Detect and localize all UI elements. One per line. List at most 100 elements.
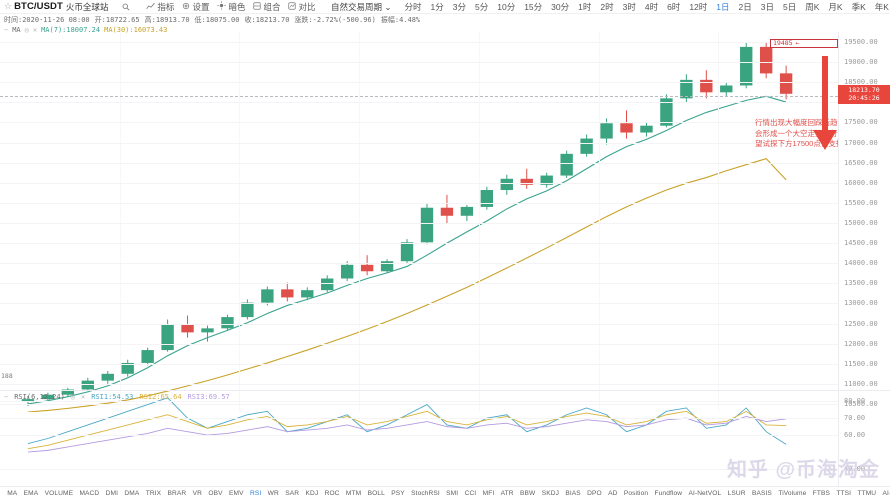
indicator-DMI[interactable]: DMI xyxy=(105,490,119,497)
rsi1-legend: RSI1:54.53 xyxy=(91,393,134,401)
star-icon[interactable]: ☆ xyxy=(4,1,13,11)
grid-line xyxy=(0,182,838,184)
indicator-AI-BSI[interactable]: AI-BSI xyxy=(882,490,890,497)
gear-icon xyxy=(182,2,190,12)
candlestick-plot[interactable]: 188 19485← 行情出现大幅度回踩后趋势将会形成一个大空走势，行情有望试探… xyxy=(0,32,838,412)
candle-body xyxy=(779,73,793,94)
period-tab-5分[interactable]: 5分 xyxy=(475,1,489,12)
indicator-BRAR[interactable]: BRAR xyxy=(167,490,187,497)
search-icon[interactable] xyxy=(118,3,134,11)
period-tab-3日[interactable]: 3日 xyxy=(760,1,774,12)
period-tab-1分[interactable]: 1分 xyxy=(430,1,444,12)
period-tab-4时[interactable]: 4时 xyxy=(644,1,659,12)
indicator-ATR[interactable]: ATR xyxy=(500,490,514,497)
period-tab-季K[interactable]: 季K xyxy=(851,1,866,12)
period-tab-6时[interactable]: 6时 xyxy=(667,1,681,12)
indicator-TRIX[interactable]: TRIX xyxy=(145,490,162,497)
period-tab-分时[interactable]: 分时 xyxy=(404,1,422,12)
ma7-legend: MA(7):18007.24 xyxy=(41,25,101,34)
amplitude-key: 振幅: xyxy=(380,15,400,24)
grid-line-vertical xyxy=(359,32,361,412)
period-tab-1日[interactable]: 1日 xyxy=(716,1,730,12)
period-tab-3分[interactable]: 3分 xyxy=(452,1,466,12)
period-tab-2日[interactable]: 2日 xyxy=(738,1,752,12)
candle-body xyxy=(181,324,194,333)
indicator-DPO[interactable]: DPO xyxy=(587,490,602,497)
collapse-icon[interactable]: − xyxy=(4,25,9,34)
theme-button-label: 暗色 xyxy=(228,1,246,12)
close-icon[interactable]: ✕ xyxy=(32,25,38,34)
indicator-OBV[interactable]: OBV xyxy=(208,490,223,497)
indicator-PSY[interactable]: PSY xyxy=(391,490,405,497)
indicator-CCI[interactable]: CCI xyxy=(464,490,477,497)
candle-body xyxy=(141,350,154,363)
indicator-SKDJ[interactable]: SKDJ xyxy=(541,490,559,497)
indicator-WR[interactable]: WR xyxy=(267,490,279,497)
collapse-icon[interactable]: − xyxy=(4,393,9,401)
period-tab-10分[interactable]: 10分 xyxy=(497,1,516,12)
period-tab-2时[interactable]: 2时 xyxy=(600,1,614,12)
gear-icon[interactable]: ◎ xyxy=(24,25,29,34)
indicator-TiVolume[interactable]: TiVolume xyxy=(778,490,807,497)
indicator-AD[interactable]: AD xyxy=(608,490,618,497)
candle-body xyxy=(480,190,494,207)
ma-legend-name: MA xyxy=(12,25,21,34)
price-chart-area: 188 19485← 行情出现大幅度回踩后趋势将会形成一个大空走势，行情有望试探… xyxy=(0,32,890,412)
period-tab-5日[interactable]: 5日 xyxy=(782,1,797,12)
indicator-TTMU[interactable]: TTMU xyxy=(857,490,877,497)
period-tab-1时[interactable]: 1时 xyxy=(578,1,592,12)
indicator-SMI[interactable]: SMI xyxy=(446,490,459,497)
price-tick-label: 15000.00 xyxy=(844,219,878,227)
indicator-EMV[interactable]: EMV xyxy=(229,490,244,497)
period-tab-年K[interactable]: 年K xyxy=(874,1,889,12)
indicator-BIAS[interactable]: BIAS xyxy=(565,490,581,497)
indicator-FTBS[interactable]: FTBS xyxy=(812,490,830,497)
indicator-VR[interactable]: VR xyxy=(192,490,203,497)
indicator-DMA[interactable]: DMA xyxy=(124,490,140,497)
indicator-BOLL[interactable]: BOLL xyxy=(367,490,385,497)
indicator-KDJ[interactable]: KDJ xyxy=(305,490,319,497)
contract-period-selector[interactable]: 自然交易周期 ⌄ xyxy=(327,1,397,13)
period-tab-月K[interactable]: 月K xyxy=(828,1,843,12)
gear-icon[interactable]: ◎ xyxy=(70,393,76,401)
indicator-AI-NetVOL[interactable]: AI-NetVOL xyxy=(688,490,722,497)
rsi-plot[interactable] xyxy=(0,391,838,486)
grid-line xyxy=(0,82,838,84)
price-tick-label: 13500.00 xyxy=(844,279,878,288)
period-tab-周K[interactable]: 周K xyxy=(805,1,820,12)
price-tick-label: 19000.00 xyxy=(844,58,878,67)
candle-body xyxy=(400,242,414,262)
indicator-MACD[interactable]: MACD xyxy=(79,490,100,497)
indicator-button[interactable]: 指标 xyxy=(142,1,178,13)
period-tab-30分[interactable]: 30分 xyxy=(551,1,570,12)
merge-button[interactable]: 组合 xyxy=(249,1,284,13)
close-icon[interactable]: ✕ xyxy=(81,393,86,401)
indicator-Position[interactable]: Position xyxy=(623,490,649,497)
candle-body xyxy=(380,261,394,272)
top-toolbar: ☆ BTC/USDT 火币全球站 指标 设置 暗色 xyxy=(0,0,890,14)
indicator-TTSI[interactable]: TTSI xyxy=(836,490,852,497)
period-tab-12时[interactable]: 12时 xyxy=(689,1,708,12)
indicator-MFI[interactable]: MFI xyxy=(482,490,495,497)
period-tab-3时[interactable]: 3时 xyxy=(622,1,636,12)
indicator-BASIS[interactable]: BASIS xyxy=(752,490,772,497)
price-axis[interactable]: 19500.0019000.0018500.0018000.0017500.00… xyxy=(838,32,890,412)
period-tab-15分[interactable]: 15分 xyxy=(524,1,543,12)
indicator-LSUR[interactable]: LSUR xyxy=(727,490,746,497)
indicator-BBW[interactable]: BBW xyxy=(520,490,536,497)
settings-button[interactable]: 设置 xyxy=(178,1,213,13)
theme-button[interactable]: 暗色 xyxy=(213,1,249,13)
rsi-title: RSI(6,12,24) xyxy=(14,393,65,401)
indicator-EMA[interactable]: EMA xyxy=(23,490,39,497)
indicator-MA[interactable]: MA xyxy=(7,490,18,497)
compare-button[interactable]: 对比 xyxy=(284,1,319,13)
indicator-Fundflow[interactable]: Fundflow xyxy=(654,490,683,497)
indicator-SAR[interactable]: SAR xyxy=(285,490,300,497)
indicator-ROC[interactable]: ROC xyxy=(324,490,340,497)
crosshair-price-value: 19485 xyxy=(773,39,793,48)
indicator-RSI[interactable]: RSI xyxy=(249,490,262,497)
indicator-VOLUME[interactable]: VOLUME xyxy=(44,490,74,497)
indicator-MTM[interactable]: MTM xyxy=(345,490,362,497)
indicator-StochRSI[interactable]: StochRSI xyxy=(411,490,440,497)
